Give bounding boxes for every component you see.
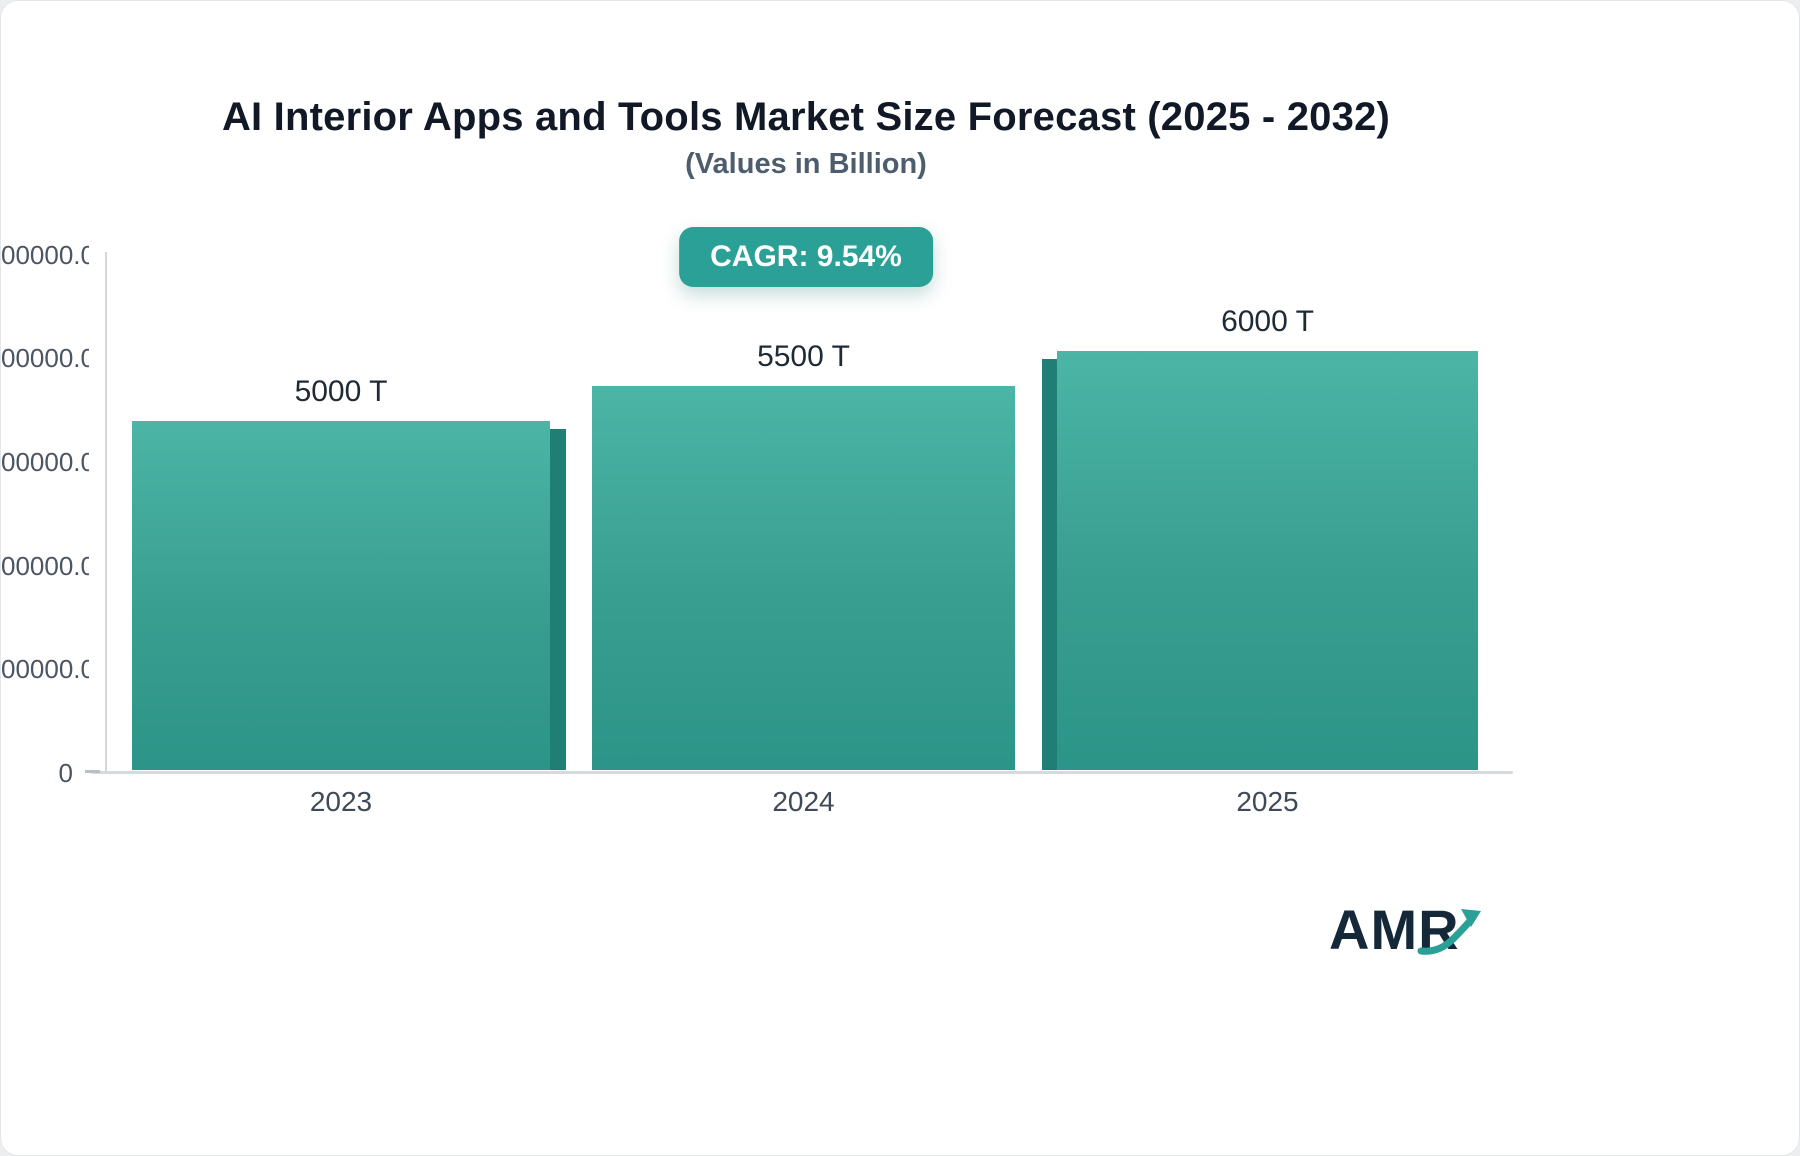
amr-logo: AMR — [1329, 897, 1499, 967]
bar-2025 — [1057, 351, 1478, 770]
bar-2024 — [592, 386, 1015, 770]
bar-3d-side-2023 — [550, 429, 566, 770]
chart-title: AI Interior Apps and Tools Market Size F… — [221, 95, 1391, 139]
y-axis-line — [105, 252, 107, 772]
bar-value-label-2023: 5000 T — [294, 375, 388, 408]
cagr-badge: CAGR: 9.54% — [679, 227, 933, 287]
y-axis-tick-label: 00000.0B — [1, 240, 89, 270]
x-axis-label-2023: 2023 — [309, 786, 373, 817]
bar-3d-side-2025 — [1042, 359, 1057, 770]
y-axis-tick-label: 00000.0B — [1, 654, 89, 684]
y-axis-tick-label: 00000.0B — [1, 343, 89, 373]
bar-value-label-2024: 5500 T — [757, 340, 850, 373]
bar-2023 — [132, 421, 550, 770]
y-axis-zero-label: 0 — [58, 758, 73, 788]
x-axis-line — [91, 771, 1513, 774]
y-axis-tick-mark — [85, 770, 100, 773]
x-axis-label-2024: 2024 — [772, 786, 835, 817]
x-axis-label-2025: 2025 — [1236, 786, 1299, 817]
bar-value-label-2025: 6000 T — [1221, 305, 1314, 338]
y-axis-tick-label: 00000.0B — [1, 551, 89, 581]
growth-arrow-icon — [1417, 909, 1481, 955]
chart-subtitle: (Values in Billion) — [685, 148, 927, 180]
y-axis-tick-label: 00000.0B — [1, 447, 89, 477]
